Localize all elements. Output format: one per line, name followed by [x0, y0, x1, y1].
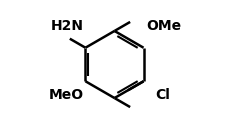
Text: OMe: OMe [146, 19, 181, 33]
Text: MeO: MeO [49, 88, 84, 102]
Text: Cl: Cl [155, 88, 170, 102]
Text: H2N: H2N [50, 19, 83, 33]
